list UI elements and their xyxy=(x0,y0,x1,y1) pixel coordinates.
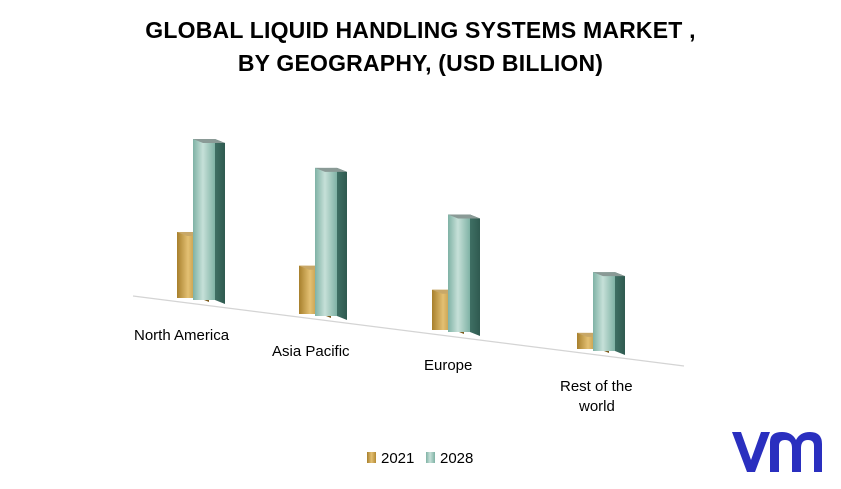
category-label-line: North America xyxy=(134,327,230,344)
bar-side xyxy=(337,167,347,320)
category-label-line: Asia Pacific xyxy=(272,343,350,360)
category-label-line: Rest of the xyxy=(560,378,633,395)
chart-title: GLOBAL LIQUID HANDLING SYSTEMS MARKET , … xyxy=(0,14,841,80)
bar-top xyxy=(193,139,225,143)
category-label-0: North America xyxy=(134,327,230,344)
category-labels: North America Asia Pacific Europe Rest of t… xyxy=(134,327,633,415)
legend-swatch-2028 xyxy=(426,452,435,463)
chart-title-line-1: GLOBAL LIQUID HANDLING SYSTEMS MARKET , xyxy=(145,17,696,43)
bar-2028-1 xyxy=(315,167,347,320)
bar-2028-3 xyxy=(593,272,625,355)
bar-front xyxy=(193,139,215,300)
bar-front xyxy=(593,272,615,351)
chart-floor-line xyxy=(132,295,685,367)
bar-2028-0 xyxy=(193,139,225,304)
bar-side xyxy=(615,272,625,355)
vmr-logo-m xyxy=(770,432,822,472)
bar-front xyxy=(448,214,470,332)
legend-label-2021: 2021 xyxy=(381,450,414,467)
chart-title-line-2: BY GEOGRAPHY, (USD BILLION) xyxy=(237,50,604,76)
legend-label-2028: 2028 xyxy=(440,450,473,467)
legend-swatch-2021 xyxy=(367,452,376,463)
category-label-line: world xyxy=(578,398,615,415)
bar-2028-2 xyxy=(448,214,480,336)
category-label-line: Europe xyxy=(424,357,472,374)
vmr-logo xyxy=(732,432,822,472)
legend: 2021 2028 xyxy=(367,450,473,467)
vmr-logo-v xyxy=(732,432,770,472)
bar-top xyxy=(315,167,347,172)
bar-side xyxy=(215,139,225,304)
bar-side xyxy=(470,214,480,336)
category-label-2: Europe xyxy=(424,357,472,374)
bar-top xyxy=(448,214,480,219)
category-label-3: Rest of the world xyxy=(560,378,633,415)
bar-front xyxy=(315,167,337,316)
bar-top xyxy=(593,272,625,277)
category-label-1: Asia Pacific xyxy=(272,343,350,360)
bars-group xyxy=(177,139,625,355)
